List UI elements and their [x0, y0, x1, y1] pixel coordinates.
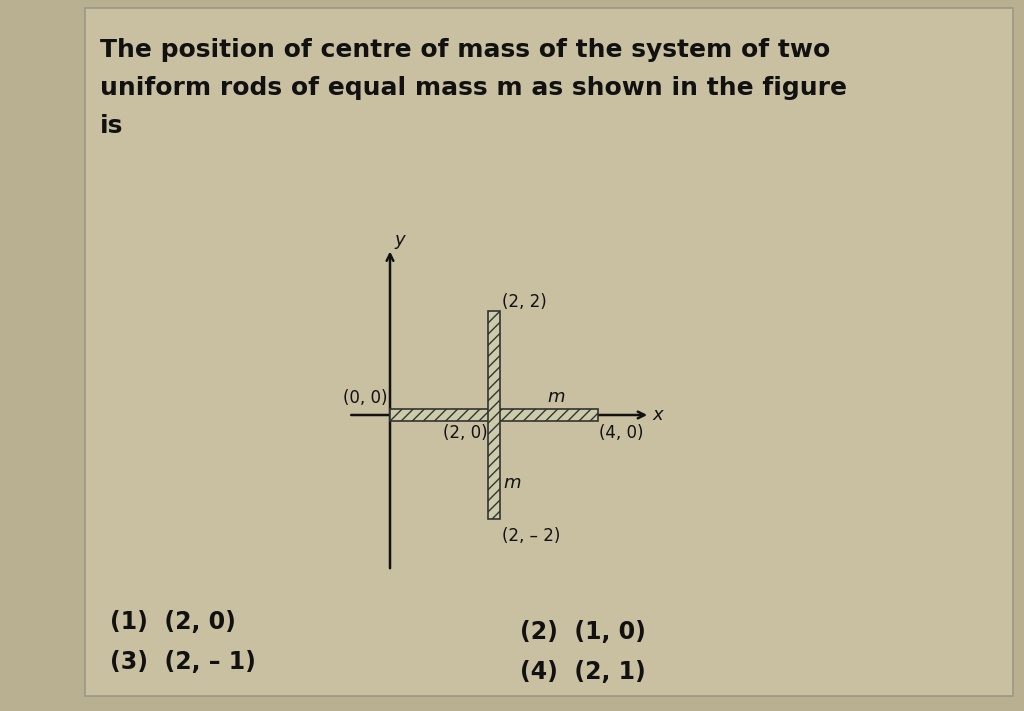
Text: (4)  (2, 1): (4) (2, 1): [520, 660, 646, 684]
FancyBboxPatch shape: [85, 8, 1013, 696]
Text: The position of centre of mass of the system of two: The position of centre of mass of the sy…: [100, 38, 830, 62]
Text: is: is: [100, 114, 123, 138]
Bar: [487, 311, 501, 519]
Text: y: y: [394, 230, 404, 249]
Text: m: m: [504, 474, 521, 491]
Text: (3)  (2, – 1): (3) (2, – 1): [110, 650, 256, 674]
Text: m: m: [548, 387, 565, 406]
Text: (4, 0): (4, 0): [599, 424, 643, 442]
Text: (2, 2): (2, 2): [502, 293, 547, 311]
Text: (0, 0): (0, 0): [343, 389, 387, 407]
Text: uniform rods of equal mass m as shown in the figure: uniform rods of equal mass m as shown in…: [100, 76, 847, 100]
Text: x: x: [652, 406, 664, 424]
Bar: [390, 409, 598, 421]
Text: (2, – 2): (2, – 2): [502, 527, 560, 545]
Text: (2)  (1, 0): (2) (1, 0): [520, 620, 646, 644]
Text: (2, 0): (2, 0): [443, 424, 487, 442]
Text: (1)  (2, 0): (1) (2, 0): [110, 610, 236, 634]
